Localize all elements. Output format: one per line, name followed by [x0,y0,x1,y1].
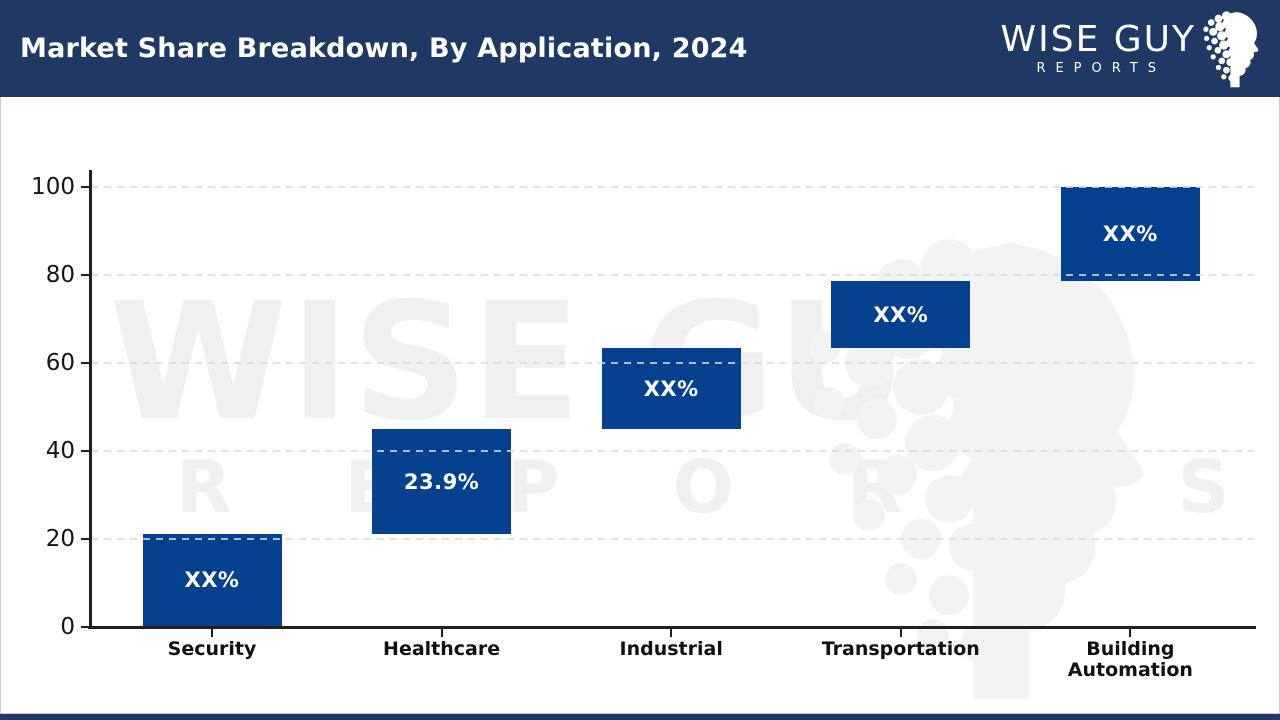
y-tick-mark [81,537,90,540]
x-tick-mark [899,628,902,637]
page-title: Market Share Breakdown, By Application, … [20,33,748,64]
bar-value-label: XX% [184,568,240,593]
gridline [91,186,1254,189]
y-tick-mark [81,186,90,189]
brand-face-icon [1200,9,1266,89]
x-tick-mark [1129,628,1132,637]
x-axis-line [88,625,1256,629]
y-tick-label: 100 [31,174,75,201]
brand-logo: WISE GUY REPORTS [1001,9,1267,89]
x-tick-label-industrial: Industrial [619,638,723,660]
y-axis-line [89,170,92,628]
footer-bar [0,713,1280,720]
y-tick-label: 0 [60,613,75,640]
header-bar: Market Share Breakdown, By Application, … [0,0,1280,97]
x-tick-label-transportation: Transportation [821,638,980,660]
gridline [91,361,1254,364]
bar-security: XX% [142,534,282,627]
bar-value-label: XX% [1102,221,1158,246]
x-tick-label-building-automation: Building Automation [1067,638,1193,681]
y-tick-mark [81,274,90,277]
y-tick-label: 60 [45,349,75,376]
gridline [91,537,1254,540]
y-tick-mark [81,625,90,628]
bar-transportation: XX% [831,280,971,349]
brand-subtitle: REPORTS [1036,61,1167,76]
x-tick-mark [670,628,673,637]
bar-industrial: XX% [601,348,741,430]
bar-value-label: XX% [873,302,929,327]
y-tick-label: 40 [45,437,75,464]
brand-name: WISE GUY [1000,19,1196,60]
brand-text: WISE GUY REPORTS [1000,19,1197,77]
y-tick-label: 20 [45,525,75,552]
chart-area: WISE GUY R E P O R T S 0 20 40 60 80 100 XX% Se… [0,97,1280,713]
gridline [91,274,1254,277]
bar-value-label: 23.9% [403,469,480,494]
bar-healthcare: 23.9% [372,429,512,535]
y-tick-mark [81,361,90,364]
x-tick-label-healthcare: Healthcare [383,638,501,660]
y-tick-mark [81,449,90,452]
x-tick-label-security: Security [167,638,257,660]
y-tick-label: 80 [45,262,75,289]
x-tick-mark [440,628,443,637]
gridline [91,449,1254,452]
x-tick-mark [211,628,213,637]
bar-building-automation: XX% [1060,187,1200,281]
bar-value-label: XX% [643,376,699,401]
